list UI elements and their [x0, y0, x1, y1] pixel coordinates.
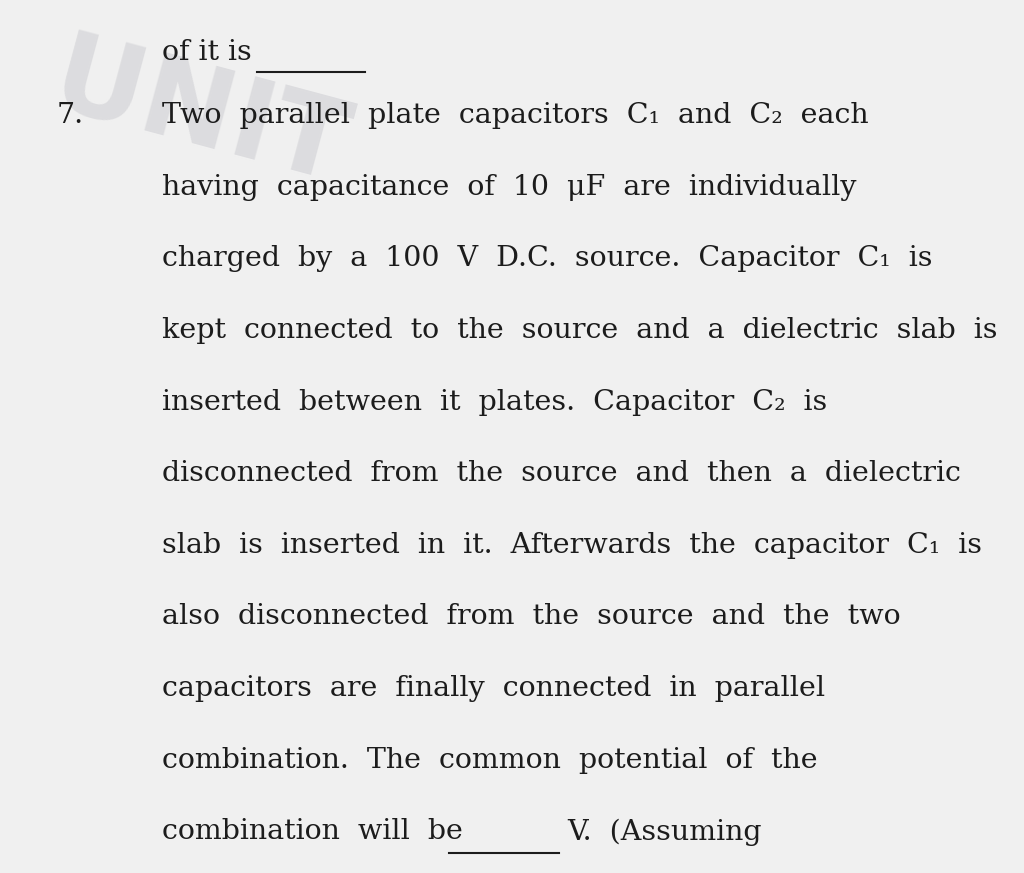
- Text: capacitors  are  finally  connected  in  parallel: capacitors are finally connected in para…: [162, 675, 825, 702]
- Text: UNIT: UNIT: [41, 26, 359, 208]
- Text: also  disconnected  from  the  source  and  the  two: also disconnected from the source and th…: [162, 603, 900, 630]
- Text: inserted  between  it  plates.  Capacitor  C₂  is: inserted between it plates. Capacitor C₂…: [162, 388, 827, 416]
- Text: having  capacitance  of  10  μF  are  individually: having capacitance of 10 μF are individu…: [162, 174, 856, 201]
- Text: combination.  The  common  potential  of  the: combination. The common potential of the: [162, 746, 817, 773]
- Text: disconnected  from  the  source  and  then  a  dielectric: disconnected from the source and then a …: [162, 460, 961, 487]
- Text: charged  by  a  100  V  D.C.  source.  Capacitor  C₁  is: charged by a 100 V D.C. source. Capacito…: [162, 245, 932, 272]
- Text: combination  will  be: combination will be: [162, 818, 463, 845]
- Text: slab  is  inserted  in  it.  Afterwards  the  capacitor  C₁  is: slab is inserted in it. Afterwards the c…: [162, 532, 982, 559]
- Text: Two  parallel  plate  capacitors  C₁  and  C₂  each: Two parallel plate capacitors C₁ and C₂ …: [162, 102, 868, 129]
- Text: V.  (Assuming: V. (Assuming: [567, 818, 762, 845]
- Text: kept  connected  to  the  source  and  a  dielectric  slab  is: kept connected to the source and a diele…: [162, 317, 997, 344]
- Text: 7.: 7.: [56, 102, 83, 129]
- Text: of it is: of it is: [162, 39, 252, 66]
